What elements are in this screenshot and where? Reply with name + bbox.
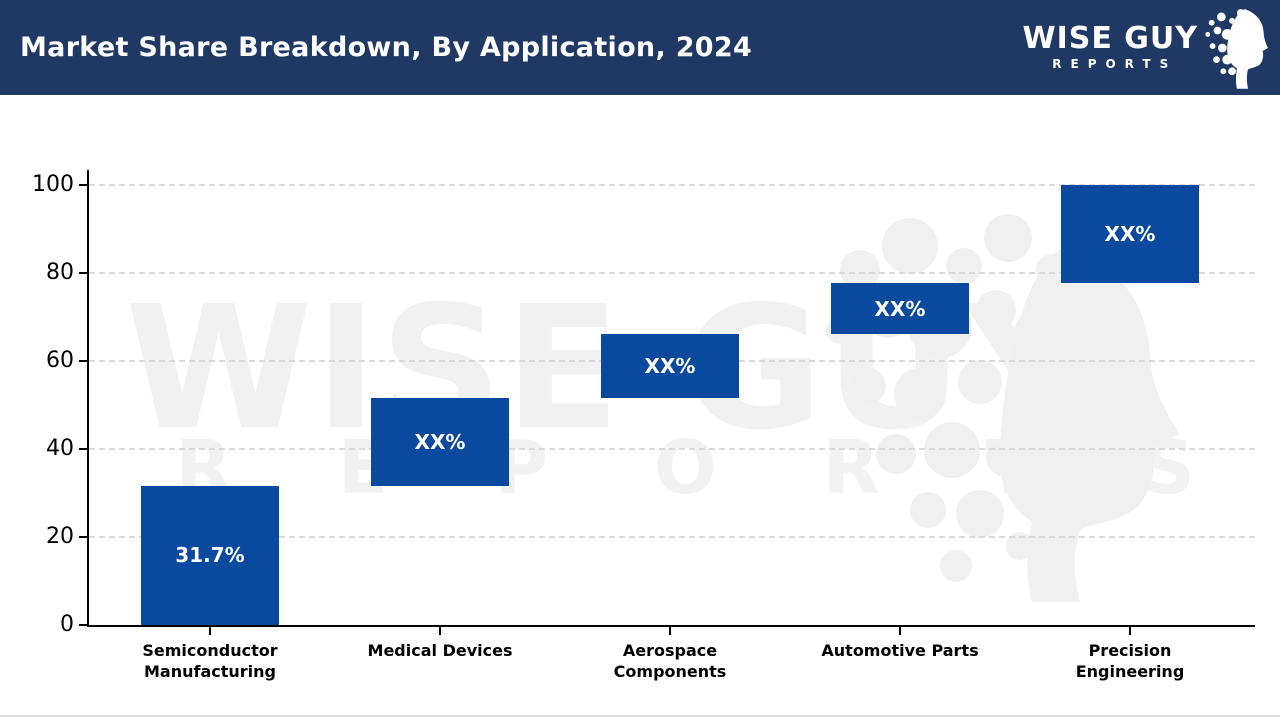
gridline-y-20 [89, 536, 1255, 538]
y-tick-label-60: 60 [46, 348, 74, 373]
y-axis-line [87, 170, 89, 627]
x-tick-0 [209, 627, 211, 635]
bottom-divider [0, 715, 1280, 717]
bar-segment-0: 31.7% [141, 485, 279, 625]
brand-logo-subtitle: REPORTS [1052, 57, 1178, 71]
x-axis-line [87, 625, 1255, 627]
y-tick-100 [79, 184, 87, 186]
x-tick-1 [439, 627, 441, 635]
y-tick-label-80: 80 [46, 260, 74, 285]
category-label-3: Automotive Parts [821, 641, 979, 660]
bar-segment-1: XX% [371, 397, 509, 486]
bar-segment-2: XX% [601, 334, 739, 398]
brand-logo: WISE GUY REPORTS [1022, 0, 1268, 95]
bar-segment-4: XX% [1061, 185, 1199, 284]
bar-value-label-1: XX% [414, 429, 466, 454]
category-label-1: Medical Devices [367, 641, 513, 660]
x-tick-2 [669, 627, 671, 635]
gridline-y-80 [89, 272, 1255, 274]
y-tick-80 [79, 272, 87, 274]
bar-segment-3: XX% [831, 283, 969, 335]
bar-value-label-3: XX% [874, 296, 926, 321]
bar-value-label-4: XX% [1104, 222, 1156, 247]
y-tick-0 [79, 624, 87, 626]
x-tick-3 [899, 627, 901, 635]
category-label-0: Semiconductor Manufacturing [142, 641, 278, 681]
y-tick-label-100: 100 [32, 172, 74, 197]
y-tick-label-20: 20 [46, 524, 74, 549]
brand-logo-name: WISE GUY [1022, 21, 1198, 56]
y-tick-20 [79, 536, 87, 538]
bar-value-label-2: XX% [644, 353, 696, 378]
gridline-y-100 [89, 184, 1255, 186]
chart-title: Market Share Breakdown, By Application, … [20, 32, 753, 63]
brand-logo-text: WISE GUY REPORTS [1022, 21, 1198, 72]
y-tick-label-0: 0 [60, 612, 74, 637]
category-label-2: Aerospace Components [613, 641, 727, 681]
chart-header: Market Share Breakdown, By Application, … [0, 0, 1280, 95]
brand-logo-head-icon [1205, 8, 1268, 89]
bar-value-label-0: 31.7% [175, 543, 245, 568]
y-tick-label-40: 40 [46, 436, 74, 461]
y-tick-40 [79, 448, 87, 450]
gridline-y-40 [89, 448, 1255, 450]
category-label-4: Precision Engineering [1075, 641, 1185, 681]
y-tick-60 [79, 360, 87, 362]
x-tick-4 [1129, 627, 1131, 635]
